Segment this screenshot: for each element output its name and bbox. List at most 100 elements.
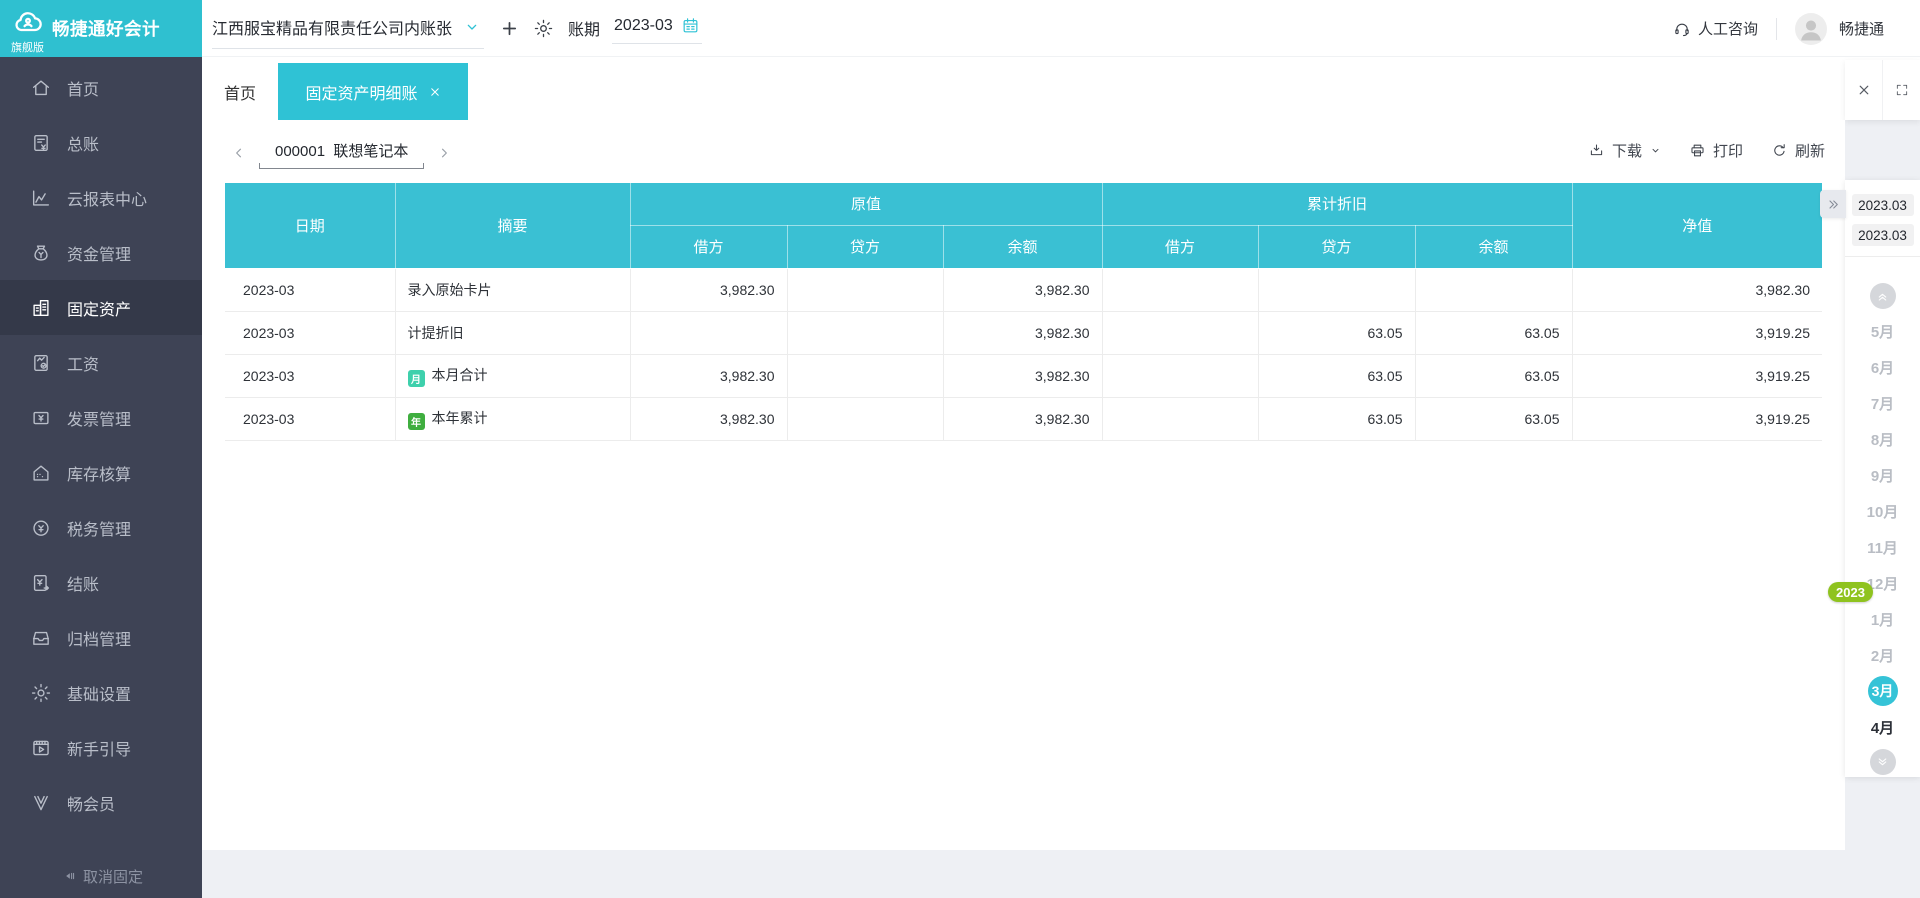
table-row[interactable]: 2023-03 计提折旧 3,982.30 63.05 63.05 3,919.25 — [225, 311, 1822, 355]
col-debit: 借方 — [1101, 224, 1259, 269]
month-item-7月[interactable]: 7月 — [1845, 385, 1920, 421]
cell-value: 63.05 — [1415, 311, 1573, 355]
period-to[interactable]: 2023.03 — [1851, 224, 1914, 246]
sidebar-item-label: 首页 — [67, 81, 100, 99]
double-chevron-down-icon — [1876, 756, 1889, 769]
sidebar-item-5[interactable]: 工资 — [0, 335, 202, 390]
year-total-icon: 年 — [407, 412, 425, 430]
sidebar-item-8[interactable]: 税务管理 — [0, 500, 202, 555]
sidebar-item-4[interactable]: 固定资产 — [0, 280, 202, 335]
expand-period-panel-button[interactable] — [1820, 190, 1846, 218]
scroll-months-down-button[interactable] — [1869, 749, 1896, 775]
member-icon — [30, 792, 52, 814]
sidebar-item-12[interactable]: 新手引导 — [0, 720, 202, 775]
user-name[interactable]: 畅捷通 — [1838, 21, 1884, 38]
month-item-1月[interactable]: 1月 — [1845, 601, 1920, 637]
cell-date: 2023-03 — [225, 397, 396, 441]
sidebar-item-6[interactable]: 发票管理 — [0, 390, 202, 445]
month-item-4月[interactable]: 4月 — [1845, 709, 1920, 745]
cell-value: 63.05 — [1415, 397, 1573, 441]
chevron-down-icon — [1650, 145, 1661, 156]
fullscreen-button[interactable] — [1882, 60, 1920, 120]
month-label: 8月 — [1870, 431, 1895, 449]
month-item-2月[interactable]: 2月 — [1845, 637, 1920, 673]
cell-summary: 录入原始卡片 — [395, 268, 631, 312]
month-item-12月[interactable]: 12月 — [1845, 565, 1920, 601]
print-label: 打印 — [1712, 143, 1743, 160]
ledger-table: 日期 摘要 原值 累计折旧 净值 借方 贷方 余额 借方 贷方 余额 — [225, 183, 1822, 441]
cloud-report-icon — [30, 187, 52, 209]
period-from[interactable]: 2023.03 — [1851, 194, 1914, 216]
sidebar-item-label: 云报表中心 — [67, 191, 148, 209]
next-asset-button[interactable] — [437, 146, 451, 160]
user-avatar[interactable] — [1794, 12, 1827, 45]
month-label: 9月 — [1870, 467, 1895, 485]
prev-asset-button[interactable] — [232, 146, 246, 160]
cell-value: 3,919.25 — [1572, 354, 1822, 398]
cell-value: 3,919.25 — [1572, 397, 1822, 441]
window-controls — [1845, 60, 1920, 120]
sidebar-item-13[interactable]: 畅会员 — [0, 775, 202, 830]
sidebar-item-1[interactable]: 总账 — [0, 115, 202, 170]
sidebar-item-2[interactable]: 云报表中心 — [0, 170, 202, 225]
download-button[interactable]: 下载 — [1588, 140, 1661, 161]
cell-value: 3,982.30 — [943, 354, 1103, 398]
funds-icon — [30, 242, 52, 264]
sidebar-item-10[interactable]: 归档管理 — [0, 610, 202, 665]
month-label: 5月 — [1870, 323, 1895, 341]
sidebar-item-label: 畅会员 — [67, 796, 116, 814]
print-button[interactable]: 打印 — [1689, 140, 1743, 161]
closing-icon — [30, 572, 52, 594]
month-item-3月[interactable]: 3月 — [1845, 673, 1920, 709]
col-net-value: 净值 — [1571, 183, 1822, 269]
summary-text: 本年累计 — [431, 409, 488, 426]
tax-icon — [30, 517, 52, 539]
month-item-6月[interactable]: 6月 — [1845, 349, 1920, 385]
month-item-5月[interactable]: 5月 — [1845, 313, 1920, 349]
company-selector[interactable]: 江西服宝精品有限责任公司内账张 — [212, 15, 484, 49]
col-date: 日期 — [225, 183, 396, 269]
cell-value — [630, 311, 788, 355]
sidebar-item-label: 新手引导 — [67, 741, 132, 759]
sidebar-item-9[interactable]: 结账 — [0, 555, 202, 610]
scroll-months-up-button[interactable] — [1869, 283, 1896, 309]
refresh-button[interactable]: 刷新 — [1771, 140, 1825, 161]
month-item-8月[interactable]: 8月 — [1845, 421, 1920, 457]
cell-value: 63.05 — [1258, 397, 1416, 441]
sidebar-item-7[interactable]: 库存核算 — [0, 445, 202, 500]
ledger-icon — [30, 132, 52, 154]
sidebar-item-0[interactable]: 首页 — [0, 60, 202, 115]
year-badge: 2023 — [1828, 582, 1873, 602]
sidebar-item-3[interactable]: 资金管理 — [0, 225, 202, 280]
double-chevron-up-icon — [1876, 290, 1889, 303]
sidebar-item-11[interactable]: 基础设置 — [0, 665, 202, 720]
month-item-9月[interactable]: 9月 — [1845, 457, 1920, 493]
tab-close-icon[interactable] — [429, 86, 441, 98]
cell-value — [787, 268, 944, 312]
tab-fixed-asset-ledger[interactable]: 固定资产明细账 — [278, 63, 468, 120]
col-group-original-value: 原值 — [629, 183, 1103, 226]
add-account-button[interactable] — [499, 18, 520, 39]
month-item-10月[interactable]: 10月 — [1845, 493, 1920, 529]
table-row[interactable]: 2023-03 月本月合计 3,982.30 3,982.30 63.05 63.05 3,… — [225, 354, 1822, 398]
table-row[interactable]: 2023-03 录入原始卡片 3,982.30 3,982.30 3,982.30 — [225, 268, 1822, 312]
download-icon — [1588, 142, 1605, 159]
sidebar-item-label: 工资 — [67, 356, 100, 374]
unpin-sidebar-button[interactable]: 取消固定 — [0, 854, 202, 898]
close-all-tabs-button[interactable] — [1845, 60, 1882, 120]
table-body: 2023-03 录入原始卡片 3,982.30 3,982.30 3,982.30 202… — [225, 268, 1822, 441]
support-button[interactable]: 人工咨询 — [1673, 18, 1758, 39]
tab-home[interactable]: 首页 — [223, 85, 256, 103]
topbar-right: 人工咨询 畅捷通 — [1673, 0, 1884, 57]
sidebar: 畅捷通好会计 旗舰版 首页 总账 云报表中心 资金管理 固定资产 工资 发票管理 库存核算 税务… — [0, 0, 202, 898]
col-summary: 摘要 — [394, 183, 631, 269]
table-row[interactable]: 2023-03 年本年累计 3,982.30 3,982.30 63.05 63.05 3,… — [225, 397, 1822, 441]
tabbar: 首页 固定资产明细账 — [202, 57, 1920, 120]
account-settings-button[interactable] — [533, 18, 554, 39]
period-selector[interactable]: 2023-03 — [612, 16, 702, 44]
month-item-11月[interactable]: 11月 — [1845, 529, 1920, 565]
summary-text: 本月合计 — [431, 366, 488, 383]
asset-selector[interactable]: 000001 联想笔记本 — [259, 137, 425, 169]
sidebar-menu: 首页总账云报表中心资金管理 固定资产工资发票管理 库存核算 税务管理 结账 归档管理 基础设… — [0, 60, 202, 830]
